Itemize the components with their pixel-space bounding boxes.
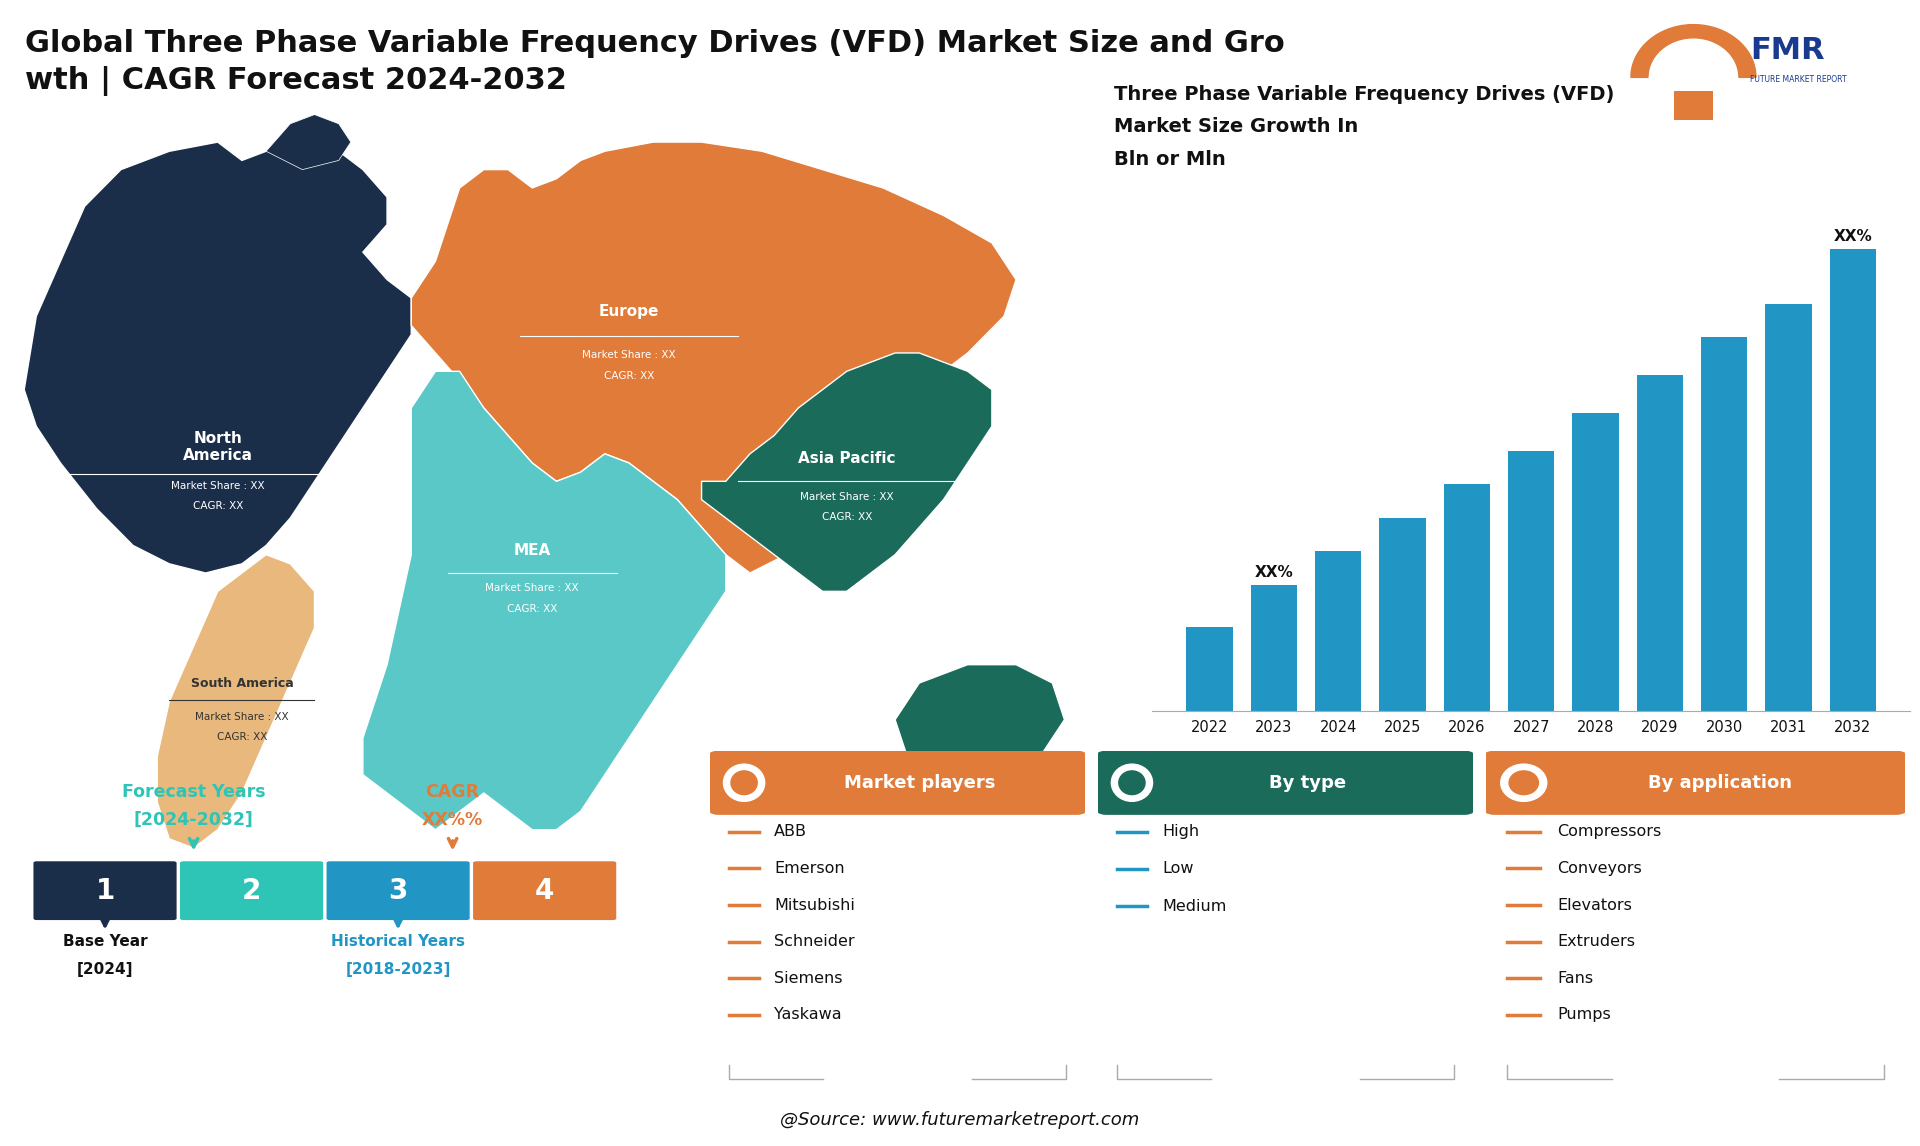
Text: CAGR: XX: CAGR: XX bbox=[217, 732, 267, 741]
Polygon shape bbox=[25, 142, 411, 573]
Text: @Source: www.futuremarketreport.com: @Source: www.futuremarketreport.com bbox=[780, 1110, 1140, 1129]
Bar bbox=[1764, 304, 1812, 711]
Text: Medium: Medium bbox=[1162, 898, 1227, 913]
Text: North
America: North America bbox=[182, 431, 253, 463]
Text: Elevators: Elevators bbox=[1557, 897, 1632, 912]
Bar bbox=[1315, 551, 1361, 711]
Bar bbox=[1250, 584, 1298, 711]
Text: By application: By application bbox=[1649, 774, 1793, 792]
Polygon shape bbox=[1674, 91, 1713, 124]
Text: Extruders: Extruders bbox=[1557, 934, 1636, 949]
Text: Siemens: Siemens bbox=[774, 971, 843, 986]
Bar bbox=[1379, 518, 1427, 711]
Text: CAGR: XX: CAGR: XX bbox=[192, 501, 244, 511]
Text: CAGR: CAGR bbox=[426, 783, 480, 801]
Text: XX%: XX% bbox=[1254, 565, 1294, 580]
Polygon shape bbox=[363, 371, 726, 830]
Text: Asia Pacific: Asia Pacific bbox=[799, 452, 895, 466]
Circle shape bbox=[724, 764, 764, 801]
Text: 1: 1 bbox=[96, 877, 115, 904]
Text: Compressors: Compressors bbox=[1557, 824, 1661, 839]
Text: 2: 2 bbox=[242, 877, 261, 904]
Bar bbox=[1830, 250, 1876, 711]
FancyBboxPatch shape bbox=[472, 862, 616, 920]
Text: Low: Low bbox=[1162, 862, 1194, 877]
Text: XX%%: XX%% bbox=[422, 810, 484, 829]
FancyBboxPatch shape bbox=[707, 751, 1089, 815]
Text: FUTURE MARKET REPORT: FUTURE MARKET REPORT bbox=[1751, 76, 1847, 85]
Text: XX%: XX% bbox=[1834, 229, 1872, 244]
Text: [2024]: [2024] bbox=[77, 963, 132, 978]
Text: CAGR: XX: CAGR: XX bbox=[822, 512, 872, 521]
Text: Market Share : XX: Market Share : XX bbox=[196, 712, 288, 722]
Text: Mitsubishi: Mitsubishi bbox=[774, 897, 854, 912]
Text: MEA: MEA bbox=[513, 543, 551, 558]
Text: Emerson: Emerson bbox=[774, 861, 845, 876]
Circle shape bbox=[1501, 764, 1548, 801]
Bar bbox=[1572, 413, 1619, 711]
FancyBboxPatch shape bbox=[33, 862, 177, 920]
Polygon shape bbox=[1630, 25, 1757, 78]
Circle shape bbox=[1112, 764, 1152, 801]
FancyBboxPatch shape bbox=[1094, 751, 1476, 815]
Text: Market Share : XX: Market Share : XX bbox=[171, 480, 265, 490]
Polygon shape bbox=[701, 353, 993, 591]
Text: Yaskawa: Yaskawa bbox=[774, 1007, 841, 1022]
Text: Fans: Fans bbox=[1557, 971, 1594, 986]
Text: Pumps: Pumps bbox=[1557, 1007, 1611, 1022]
Bar bbox=[1701, 337, 1747, 711]
Circle shape bbox=[1119, 771, 1144, 794]
Polygon shape bbox=[411, 142, 1016, 573]
Bar bbox=[1444, 484, 1490, 711]
FancyBboxPatch shape bbox=[1482, 751, 1908, 815]
Text: Market Share : XX: Market Share : XX bbox=[486, 583, 580, 594]
Text: Market Share : XX: Market Share : XX bbox=[801, 492, 893, 502]
Text: FMR: FMR bbox=[1751, 37, 1824, 65]
Text: Europe: Europe bbox=[599, 305, 659, 320]
Text: CAGR: XX: CAGR: XX bbox=[603, 370, 655, 380]
Text: CAGR: XX: CAGR: XX bbox=[507, 604, 557, 613]
Text: Market players: Market players bbox=[845, 774, 996, 792]
Polygon shape bbox=[157, 555, 315, 848]
FancyBboxPatch shape bbox=[326, 862, 470, 920]
Polygon shape bbox=[267, 115, 351, 170]
Text: 4: 4 bbox=[536, 877, 555, 904]
Text: 3: 3 bbox=[388, 877, 407, 904]
Text: High: High bbox=[1162, 824, 1198, 839]
Text: [2018-2023]: [2018-2023] bbox=[346, 963, 451, 978]
Text: Global Three Phase Variable Frequency Drives (VFD) Market Size and Gro: Global Three Phase Variable Frequency Dr… bbox=[25, 29, 1284, 57]
Circle shape bbox=[1509, 771, 1538, 794]
Text: Three Phase Variable Frequency Drives (VFD)
Market Size Growth In
Bln or Mln: Three Phase Variable Frequency Drives (V… bbox=[1114, 85, 1615, 168]
Text: Conveyors: Conveyors bbox=[1557, 861, 1642, 876]
Text: By type: By type bbox=[1269, 774, 1346, 792]
Text: Schneider: Schneider bbox=[774, 934, 854, 949]
Text: Market Share : XX: Market Share : XX bbox=[582, 350, 676, 360]
Polygon shape bbox=[895, 665, 1064, 775]
Text: Historical Years: Historical Years bbox=[330, 934, 465, 949]
Bar bbox=[1636, 375, 1684, 711]
Text: South America: South America bbox=[190, 676, 294, 690]
Text: Base Year: Base Year bbox=[63, 934, 148, 949]
Text: wth | CAGR Forecast 2024-2032: wth | CAGR Forecast 2024-2032 bbox=[25, 66, 566, 96]
Text: Forecast Years: Forecast Years bbox=[121, 783, 265, 801]
Text: [2024-2032]: [2024-2032] bbox=[134, 810, 253, 829]
Text: ABB: ABB bbox=[774, 824, 806, 839]
Bar bbox=[1187, 627, 1233, 711]
FancyBboxPatch shape bbox=[180, 862, 323, 920]
Bar bbox=[1507, 450, 1555, 711]
Circle shape bbox=[732, 771, 756, 794]
